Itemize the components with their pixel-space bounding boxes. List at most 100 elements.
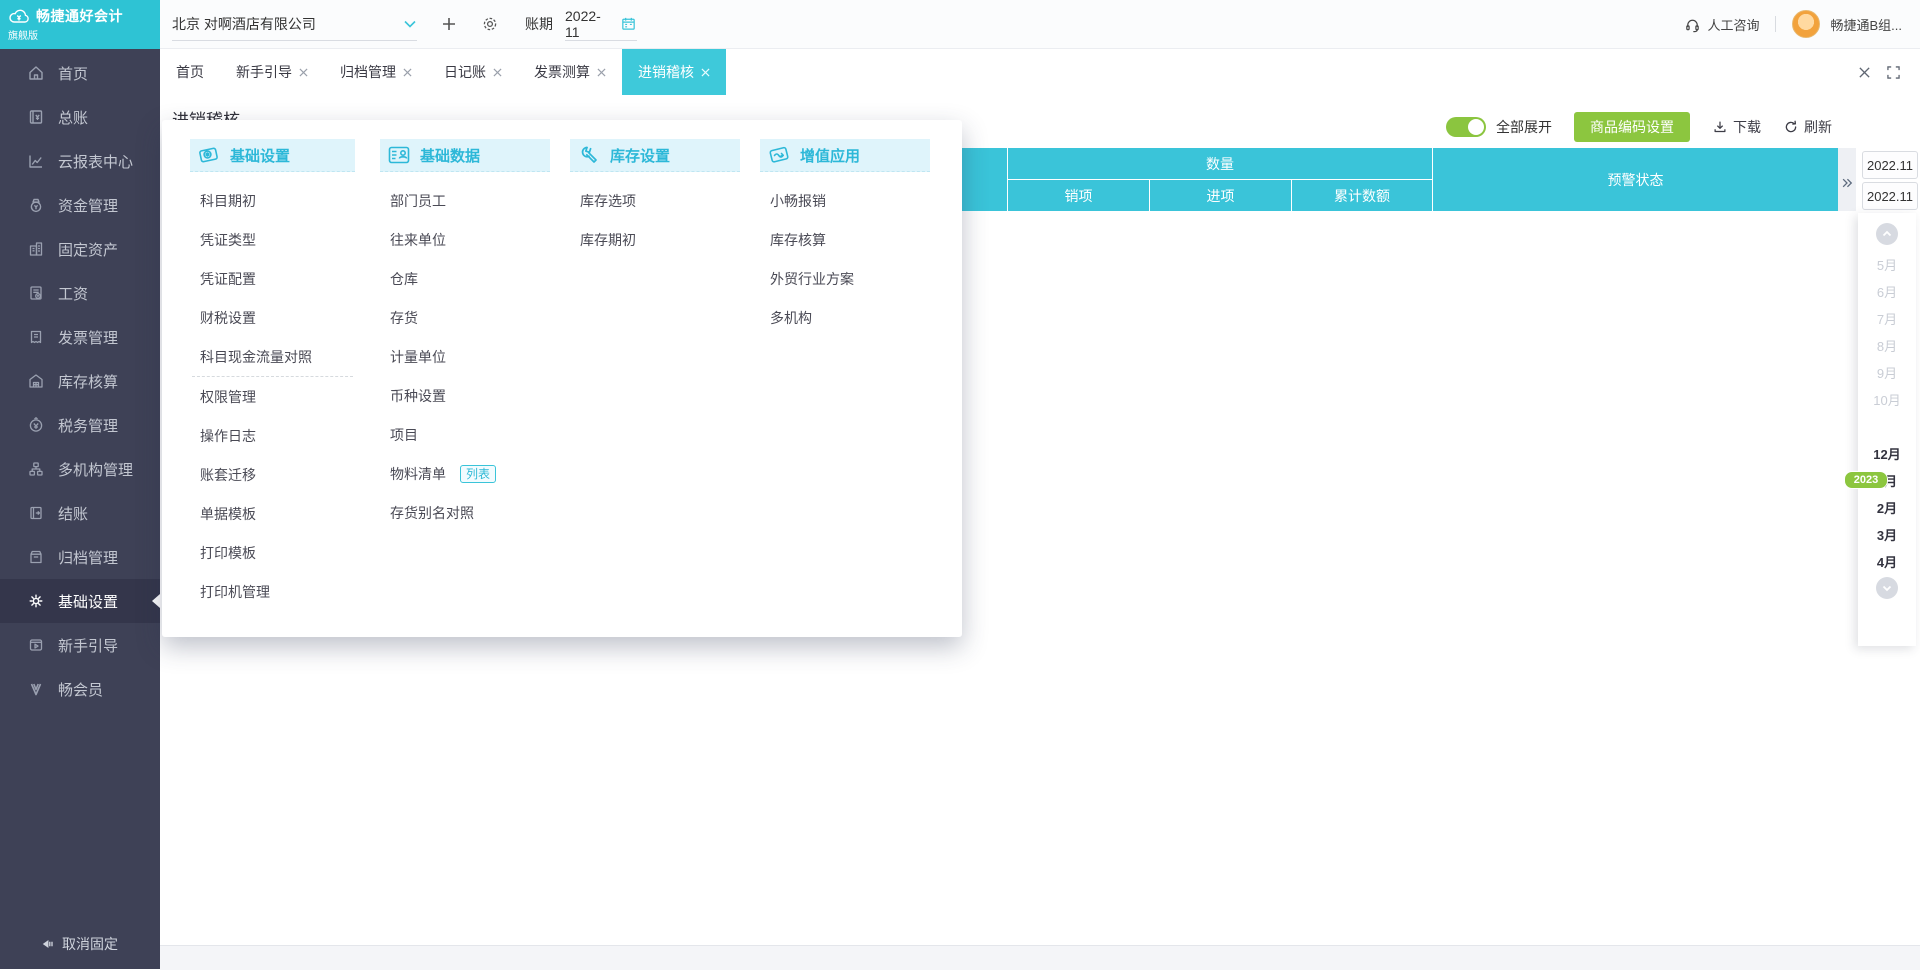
menu-item[interactable]: 小畅报销 bbox=[770, 192, 826, 209]
menu-item[interactable]: 库存选项 bbox=[580, 192, 636, 209]
month-item-selected[interactable]: 11月 bbox=[1858, 413, 1916, 440]
account-settings-gear-icon[interactable] bbox=[481, 15, 499, 33]
period-box-current: 2022.11 bbox=[1862, 151, 1918, 179]
month-item[interactable]: 12月 bbox=[1873, 447, 1901, 462]
tab-guide[interactable]: 新手引导 bbox=[220, 49, 324, 95]
download-button[interactable]: 下载 bbox=[1712, 117, 1761, 137]
basic-settings-icon bbox=[196, 142, 222, 168]
menu-item-with-badge[interactable]: 物料清单 列表 bbox=[380, 454, 550, 493]
archive-icon bbox=[27, 548, 45, 566]
tab-home[interactable]: 首页 bbox=[160, 49, 220, 95]
sidebar-item-basic-settings[interactable]: 基础设置 bbox=[0, 579, 160, 623]
menu-item[interactable]: 库存期初 bbox=[580, 231, 636, 248]
menu-item[interactable]: 账套迁移 bbox=[200, 466, 256, 483]
live-support-button[interactable]: 人工咨询 bbox=[1684, 15, 1759, 34]
sidebar-item-tax[interactable]: 税务管理 bbox=[0, 403, 160, 447]
menu-item[interactable]: 凭证配置 bbox=[200, 270, 256, 287]
menu-item[interactable]: 打印机管理 bbox=[200, 583, 270, 600]
month-item[interactable]: 2月 bbox=[1876, 501, 1898, 516]
sidebar-item-guide[interactable]: 新手引导 bbox=[0, 623, 160, 667]
sidebar-item-label: 畅会员 bbox=[58, 681, 104, 699]
menu-item[interactable]: 项目 bbox=[390, 426, 418, 443]
menu-item[interactable]: 操作日志 bbox=[200, 427, 256, 444]
sidebar-item-label: 多机构管理 bbox=[58, 461, 134, 479]
menu-item[interactable]: 外贸行业方案 bbox=[770, 270, 854, 287]
value-apps-icon bbox=[766, 142, 792, 168]
close-icon[interactable] bbox=[403, 67, 412, 77]
year-badge: 2023 bbox=[1844, 471, 1888, 489]
product-code-settings-button[interactable]: 商品编码设置 bbox=[1574, 112, 1690, 142]
close-icon[interactable] bbox=[597, 67, 606, 77]
month-item: 5月 bbox=[1876, 258, 1898, 273]
cloud-reports-icon bbox=[27, 152, 45, 170]
sidebar-item-member[interactable]: 畅会员 bbox=[0, 667, 160, 711]
sidebar-item-inventory[interactable]: 库存核算 bbox=[0, 359, 160, 403]
menu-item[interactable]: 多机构 bbox=[770, 309, 812, 326]
sidebar-item-funds[interactable]: 资金管理 bbox=[0, 183, 160, 227]
menu-item[interactable]: 权限管理 bbox=[200, 388, 256, 405]
close-icon[interactable] bbox=[493, 67, 502, 77]
menu-column-title: 增值应用 bbox=[800, 147, 861, 165]
month-item: 6月 bbox=[1876, 285, 1898, 300]
period-value: 2022-11 bbox=[565, 7, 601, 40]
user-avatar[interactable] bbox=[1792, 10, 1821, 38]
sidebar-item-archive[interactable]: 归档管理 bbox=[0, 535, 160, 579]
collapse-panel-strip[interactable] bbox=[1838, 148, 1856, 211]
multi-org-icon bbox=[27, 460, 45, 478]
refresh-button[interactable]: 刷新 bbox=[1783, 117, 1832, 137]
sidebar-item-label: 云报表中心 bbox=[58, 153, 134, 171]
add-account-icon[interactable] bbox=[441, 16, 457, 32]
unpin-sidebar-button[interactable]: 取消固定 bbox=[0, 925, 160, 963]
menu-item[interactable]: 存货别名对照 bbox=[390, 504, 474, 521]
tab-invoice-calc[interactable]: 发票测算 bbox=[518, 49, 622, 95]
download-icon bbox=[1712, 119, 1728, 135]
scroll-months-up-button[interactable] bbox=[1876, 223, 1898, 245]
tab-purchase-sales-audit[interactable]: 进销稽核 bbox=[622, 49, 726, 95]
sidebar-item-fixed-assets[interactable]: 固定资产 bbox=[0, 227, 160, 271]
menu-item[interactable]: 科目现金流量对照 bbox=[200, 348, 312, 365]
menu-item[interactable]: 计量单位 bbox=[390, 348, 446, 365]
sidebar-item-home[interactable]: 首页 bbox=[0, 51, 160, 95]
menu-item[interactable]: 库存核算 bbox=[770, 231, 826, 248]
company-name: 北京 对啊酒店有限公司 bbox=[172, 15, 316, 32]
sidebar-item-cloud-reports[interactable]: 云报表中心 bbox=[0, 139, 160, 183]
user-name[interactable]: 畅捷通B组... bbox=[1830, 17, 1902, 33]
home-icon bbox=[27, 64, 45, 82]
sidebar-item-closing[interactable]: 结账 bbox=[0, 491, 160, 535]
menu-item[interactable]: 财税设置 bbox=[200, 309, 256, 326]
company-selector[interactable]: 北京 对啊酒店有限公司 bbox=[172, 8, 417, 41]
sidebar-item-payroll[interactable]: 工资 bbox=[0, 271, 160, 315]
close-all-icon[interactable] bbox=[1858, 66, 1871, 79]
menu-item[interactable]: 凭证类型 bbox=[200, 231, 256, 248]
sidebar-item-general-ledger[interactable]: 总账 bbox=[0, 95, 160, 139]
tab-journal[interactable]: 日记账 bbox=[428, 49, 518, 95]
menu-item[interactable]: 部门员工 bbox=[390, 192, 446, 209]
menu-item[interactable]: 币种设置 bbox=[390, 387, 446, 404]
menu-item[interactable]: 科目期初 bbox=[200, 192, 256, 209]
sidebar-item-invoice[interactable]: 发票管理 bbox=[0, 315, 160, 359]
menu-column-title: 库存设置 bbox=[610, 147, 671, 165]
month-item[interactable]: 3月 bbox=[1876, 528, 1898, 543]
payroll-icon bbox=[27, 284, 45, 302]
basic-settings-mega-menu: 基础设置 科目期初 凭证类型 凭证配置 财税设置 科目现金流量对照 权限管理 操… bbox=[162, 120, 962, 637]
sidebar-item-label: 发票管理 bbox=[58, 329, 119, 347]
gear-icon bbox=[27, 592, 45, 610]
scroll-months-down-button[interactable] bbox=[1876, 577, 1898, 599]
sidebar-item-multi-org[interactable]: 多机构管理 bbox=[0, 447, 160, 491]
sidebar: 畅捷通好会计 旗舰版 首页 总账 云报表中心 资金管理 固定资产 工资 bbox=[0, 0, 160, 969]
period-selector[interactable]: 2022-11 bbox=[565, 8, 637, 41]
menu-item[interactable]: 仓库 bbox=[390, 270, 418, 287]
fullscreen-icon[interactable] bbox=[1887, 65, 1900, 79]
expand-all-toggle[interactable] bbox=[1446, 117, 1486, 137]
tab-archive[interactable]: 归档管理 bbox=[324, 49, 428, 95]
menu-item[interactable]: 往来单位 bbox=[390, 231, 446, 248]
menu-item[interactable]: 打印模板 bbox=[200, 544, 256, 561]
sidebar-menu: 首页 总账 云报表中心 资金管理 固定资产 工资 发票管理 库存核算 bbox=[0, 51, 160, 711]
close-icon[interactable] bbox=[701, 67, 710, 77]
header-cell-warning-status: 预警状态 bbox=[1433, 148, 1838, 211]
close-icon[interactable] bbox=[299, 67, 308, 77]
month-item[interactable]: 4月 bbox=[1876, 555, 1898, 570]
cloud-logo-icon bbox=[8, 7, 30, 25]
menu-item[interactable]: 单据模板 bbox=[200, 505, 256, 522]
menu-item[interactable]: 存货 bbox=[390, 309, 418, 326]
